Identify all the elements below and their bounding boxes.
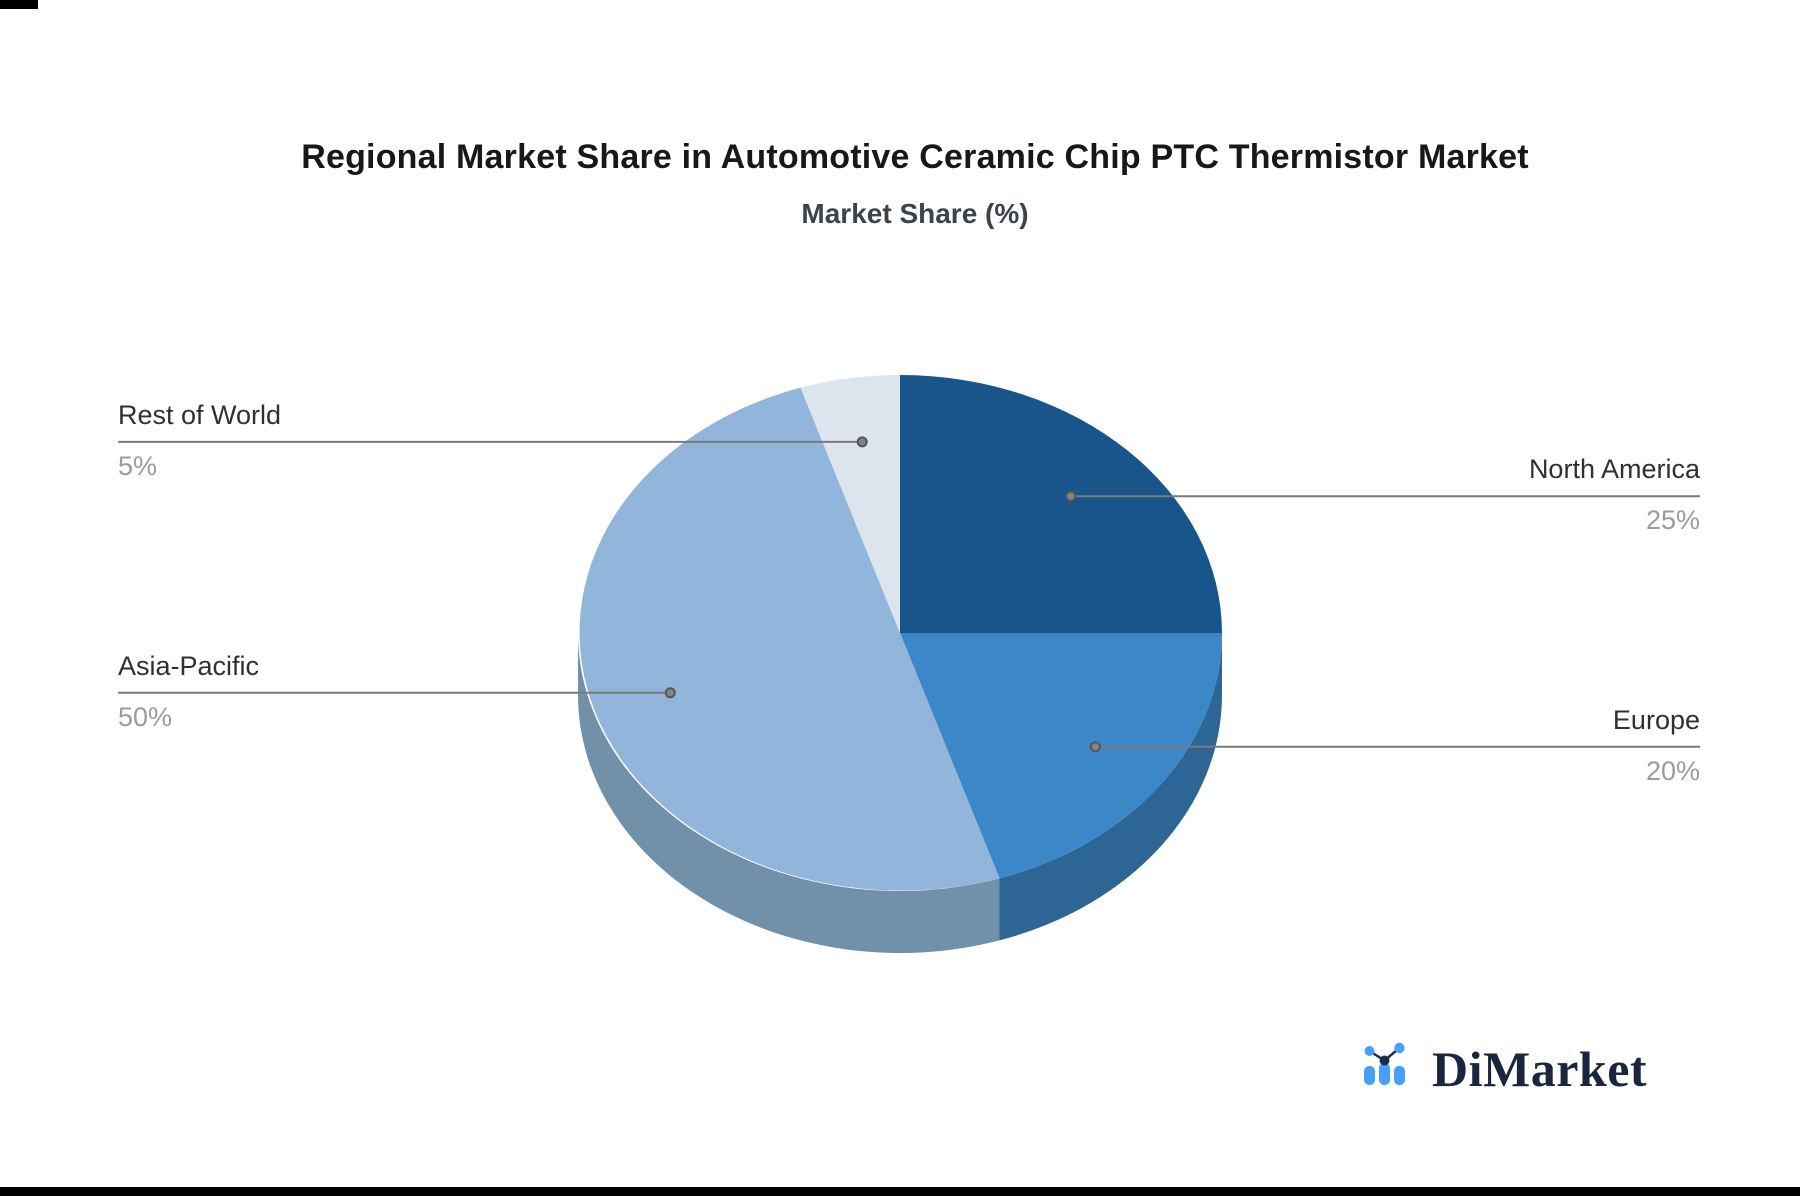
screenshot-edge-bottom xyxy=(0,1187,1800,1196)
value-europe: 20% xyxy=(1645,755,1700,786)
label-europe: Europe xyxy=(1612,704,1700,735)
pie-3d-depth xyxy=(578,633,1222,953)
pie-slice-north-america xyxy=(900,375,1222,633)
pie-slice-rest-of-world xyxy=(800,375,900,633)
logo: DiMarket xyxy=(1362,1042,1647,1094)
screenshot-edge-top xyxy=(0,0,38,9)
label-connectors xyxy=(118,436,1700,753)
pie-slice-depth-asia-pacific xyxy=(578,633,1000,953)
pie-slice-asia-pacific xyxy=(579,387,1000,891)
pie-slice-europe xyxy=(900,633,1222,879)
value-rest-of-world: 5% xyxy=(118,450,158,481)
connector-dot-north-america xyxy=(1065,490,1077,502)
pie-surface xyxy=(579,375,1222,891)
label-asia-pacific: Asia-Pacific xyxy=(118,650,260,681)
bar-line-chart-icon xyxy=(1364,1042,1405,1085)
connector-dot-rest-of-world xyxy=(856,436,868,448)
value-north-america: 25% xyxy=(1645,505,1700,536)
chart-title: Regional Market Share in Automotive Cera… xyxy=(301,138,1529,176)
pie-slice-depth-europe xyxy=(999,633,1222,941)
label-north-america: North America xyxy=(1528,454,1700,485)
chart-subtitle: Market Share (%) xyxy=(801,198,1029,229)
logo-text: DiMarket xyxy=(1432,1041,1648,1097)
value-asia-pacific: 50% xyxy=(118,701,173,732)
connector-dot-europe xyxy=(1089,741,1101,753)
label-rest-of-world: Rest of World xyxy=(118,399,282,430)
connector-dot-asia-pacific xyxy=(664,687,676,699)
